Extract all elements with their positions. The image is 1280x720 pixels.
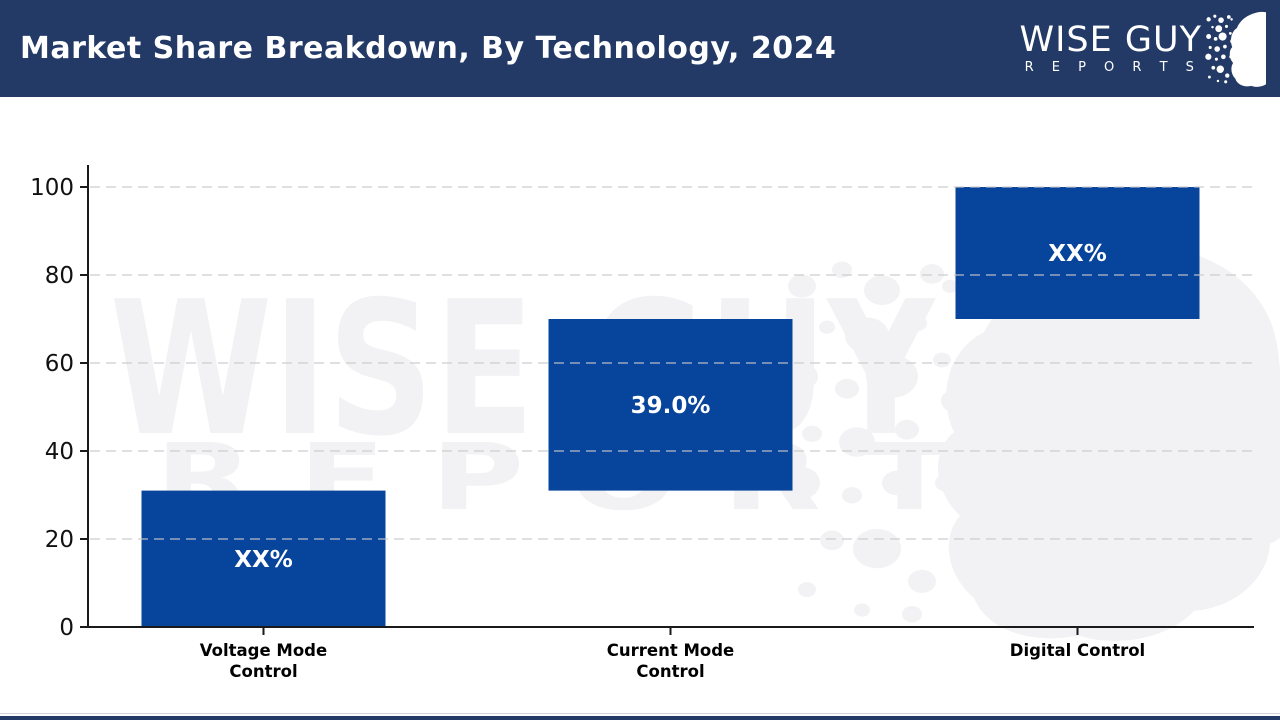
logo-name: WISE GUY [1019, 20, 1202, 60]
bar-current-mode-control [548, 319, 793, 491]
y-tick-label: 100 [30, 175, 74, 201]
x-category-label: Control [229, 662, 297, 681]
brand-logo: WISE GUY R E P O R T S [1019, 0, 1266, 97]
x-category-label: Control [636, 662, 704, 681]
y-tick-label: 40 [45, 439, 74, 465]
header-bar: Market Share Breakdown, By Technology, 2… [0, 0, 1280, 97]
bar-label-current-mode-control: 39.0% [631, 393, 711, 419]
bar-label-digital-control: XX% [1048, 241, 1107, 267]
logo-wordmark: WISE GUY R E P O R T S [1019, 20, 1202, 75]
y-tick-label: 0 [59, 615, 74, 641]
x-category-label: Voltage Mode [200, 641, 327, 660]
y-tick-label: 20 [45, 527, 74, 553]
bottom-divider [0, 713, 1280, 714]
x-category-label: Current Mode [607, 641, 734, 660]
chart-title: Market Share Breakdown, By Technology, 2… [20, 31, 837, 66]
bar-voltage-mode-control [141, 490, 386, 627]
y-tick-label: 60 [45, 351, 74, 377]
logo-subtext: R E P O R T S [1024, 60, 1201, 75]
bar-digital-control [955, 187, 1200, 319]
y-tick-label: 80 [45, 263, 74, 289]
footer-accent-bar [0, 716, 1280, 720]
bar-label-voltage-mode-control: XX% [234, 547, 293, 573]
x-category-label: Digital Control [1010, 641, 1145, 660]
logo-face-icon [1205, 11, 1266, 87]
